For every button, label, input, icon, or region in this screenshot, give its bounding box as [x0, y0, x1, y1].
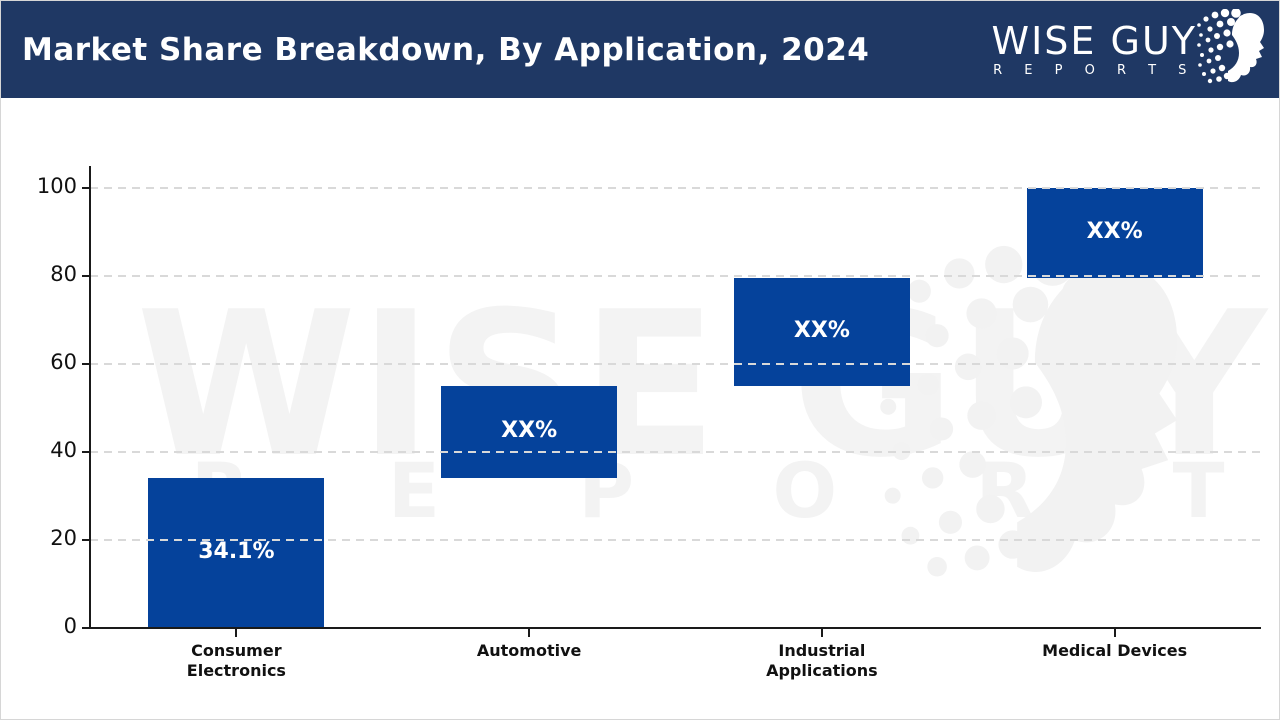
gridline-60 — [90, 363, 1261, 365]
y-tick — [82, 539, 90, 541]
gridline-40 — [90, 451, 1261, 453]
wiseguy-logo: WISE GUY R E P O R T S — [992, 8, 1279, 91]
y-tick — [82, 363, 90, 365]
y-tick-label: 100 — [36, 174, 77, 198]
bar-value-label: 34.1% — [198, 538, 275, 564]
bar-automotive — [441, 386, 618, 478]
y-tick-label: 0 — [63, 614, 77, 638]
x-category-label-line: Automotive — [476, 641, 582, 660]
x-axis-line — [89, 627, 1261, 629]
wiseguy-head-icon — [1197, 8, 1264, 83]
y-tick-label: 20 — [50, 526, 77, 550]
x-tick — [235, 628, 238, 637]
x-category-label-line: Electronics — [186, 661, 286, 680]
x-category-label-line: Consumer — [191, 641, 282, 660]
bar-value-label: XX% — [1086, 219, 1143, 245]
x-category-label-consumer-electronics: Consumer Electronics — [111, 641, 361, 681]
x-tick — [820, 628, 823, 637]
gridline-20 — [90, 539, 1261, 541]
y-tick-label: 40 — [50, 438, 77, 462]
bar-consumer-electronics — [148, 477, 325, 628]
gridline-100 — [90, 187, 1261, 189]
x-tick — [528, 628, 531, 637]
bar-value-label: XX% — [501, 417, 558, 443]
x-tick — [1113, 628, 1116, 637]
page-title: Market Share Breakdown, By Application, … — [22, 31, 870, 68]
x-category-label-automotive: Automotive — [404, 641, 654, 661]
logo-subtitle: R E P O R T S — [993, 63, 1196, 78]
y-tick — [82, 627, 90, 629]
x-category-label-line: Industrial — [778, 641, 866, 660]
x-category-label-industrial-applications: Industrial Applications — [697, 641, 947, 681]
y-tick — [82, 275, 90, 277]
header: Market Share Breakdown, By Application, … — [1, 1, 1279, 98]
x-category-label-line: Medical Devices — [1042, 641, 1188, 660]
logo-text: WISE GUY R E P O R T S — [992, 22, 1197, 77]
y-tick-label: 80 — [50, 262, 77, 286]
bar-industrial-applications — [733, 278, 910, 386]
logo-wordmark: WISE GUY — [991, 19, 1197, 63]
y-tick — [82, 451, 90, 453]
x-category-label-line: Applications — [766, 661, 878, 680]
x-category-label-medical-devices: Medical Devices — [990, 641, 1240, 661]
gridline-80 — [90, 275, 1261, 277]
bar-medical-devices — [1026, 188, 1203, 279]
bar-value-label: XX% — [793, 318, 850, 344]
y-tick — [82, 187, 90, 189]
y-tick-label: 60 — [50, 350, 77, 374]
y-axis-line — [89, 166, 91, 629]
